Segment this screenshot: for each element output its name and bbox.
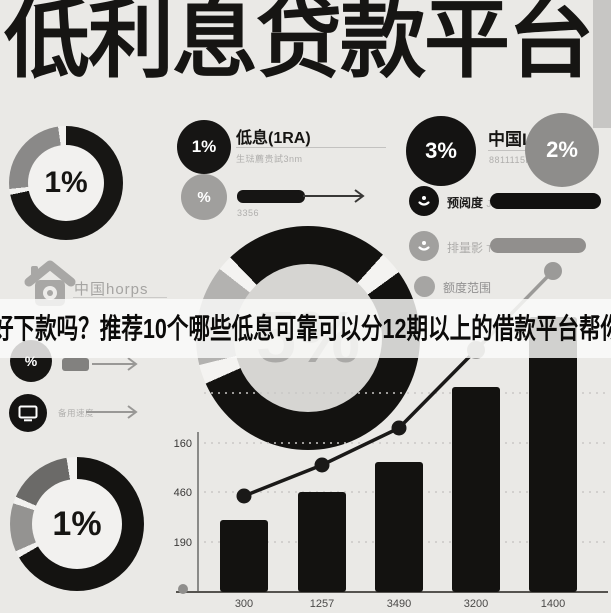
monitor-icon xyxy=(9,394,47,432)
speed-label: 备用速度 xyxy=(58,408,95,418)
svg-text:300: 300 xyxy=(235,598,253,610)
metric-label-text: 排量影 xyxy=(447,241,484,255)
brand-name: 中国horps xyxy=(74,281,149,298)
headline-text: 好下款吗？推荐10个哪些低息可靠可以分12期以上的借款平台帮你解 xyxy=(0,313,611,344)
svg-text:190: 190 xyxy=(174,537,192,549)
donut-bottom-left-value: 1% xyxy=(32,479,122,569)
donut-chart-top-left: 1% xyxy=(9,126,123,240)
progress-pill xyxy=(237,190,305,203)
stat-caption: 3356 xyxy=(237,208,260,218)
stat-badge-1pct: 1% xyxy=(177,120,231,174)
svg-text:160: 160 xyxy=(174,438,192,450)
arrow-right-icon xyxy=(92,357,138,371)
metric-row-label: 额度范围 xyxy=(443,281,492,295)
metric-bar-gray xyxy=(490,238,586,253)
stat-subtitle-km: 8811115km xyxy=(489,155,539,165)
clock-icon xyxy=(409,186,439,216)
headline-band: 好下款吗？推荐10个哪些低息可靠可以分12期以上的借款平台帮你解 xyxy=(0,299,611,358)
metric-label-text: 预阅度 xyxy=(447,196,484,210)
svg-text:3490: 3490 xyxy=(387,598,411,610)
stat-subtitle: 生琺薦贵試3nm xyxy=(236,154,303,164)
arrow-right-icon xyxy=(86,405,138,419)
mini-bar xyxy=(62,358,89,371)
divider xyxy=(236,147,386,148)
stat-badge-percent: % xyxy=(181,174,227,220)
donut-top-left-value: 1% xyxy=(28,145,104,221)
dot-icon xyxy=(414,276,435,297)
chart-icon xyxy=(409,231,439,261)
svg-text:1257: 1257 xyxy=(310,598,334,610)
stat-badge-3pct: 3% xyxy=(406,116,476,186)
svg-text:3200: 3200 xyxy=(464,598,488,610)
donut-chart-bottom-left: 1% xyxy=(10,457,144,591)
right-edge-shade xyxy=(593,0,611,128)
stat-badge-2pct: 2% xyxy=(525,113,599,187)
arrow-right-icon xyxy=(303,189,365,203)
poster-title: 低利息贷款平台 xyxy=(4,0,594,88)
svg-text:1400: 1400 xyxy=(541,598,565,610)
divider xyxy=(73,297,167,298)
stat-title-low-interest: 低息(1RA) xyxy=(236,130,311,147)
metric-bar-dark xyxy=(490,193,601,209)
svg-text:460: 460 xyxy=(174,487,192,499)
